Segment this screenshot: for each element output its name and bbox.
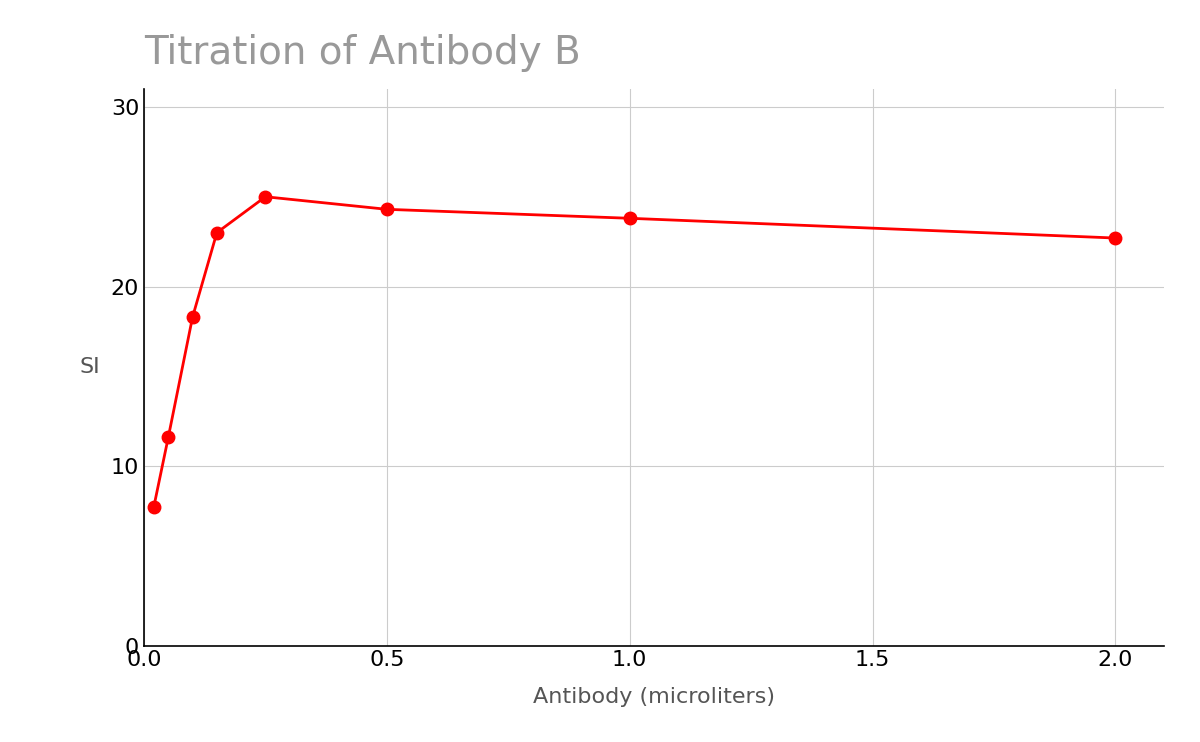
Text: Titration of Antibody B: Titration of Antibody B (144, 34, 581, 72)
Y-axis label: SI: SI (79, 358, 101, 377)
X-axis label: Antibody (microliters): Antibody (microliters) (533, 687, 775, 707)
